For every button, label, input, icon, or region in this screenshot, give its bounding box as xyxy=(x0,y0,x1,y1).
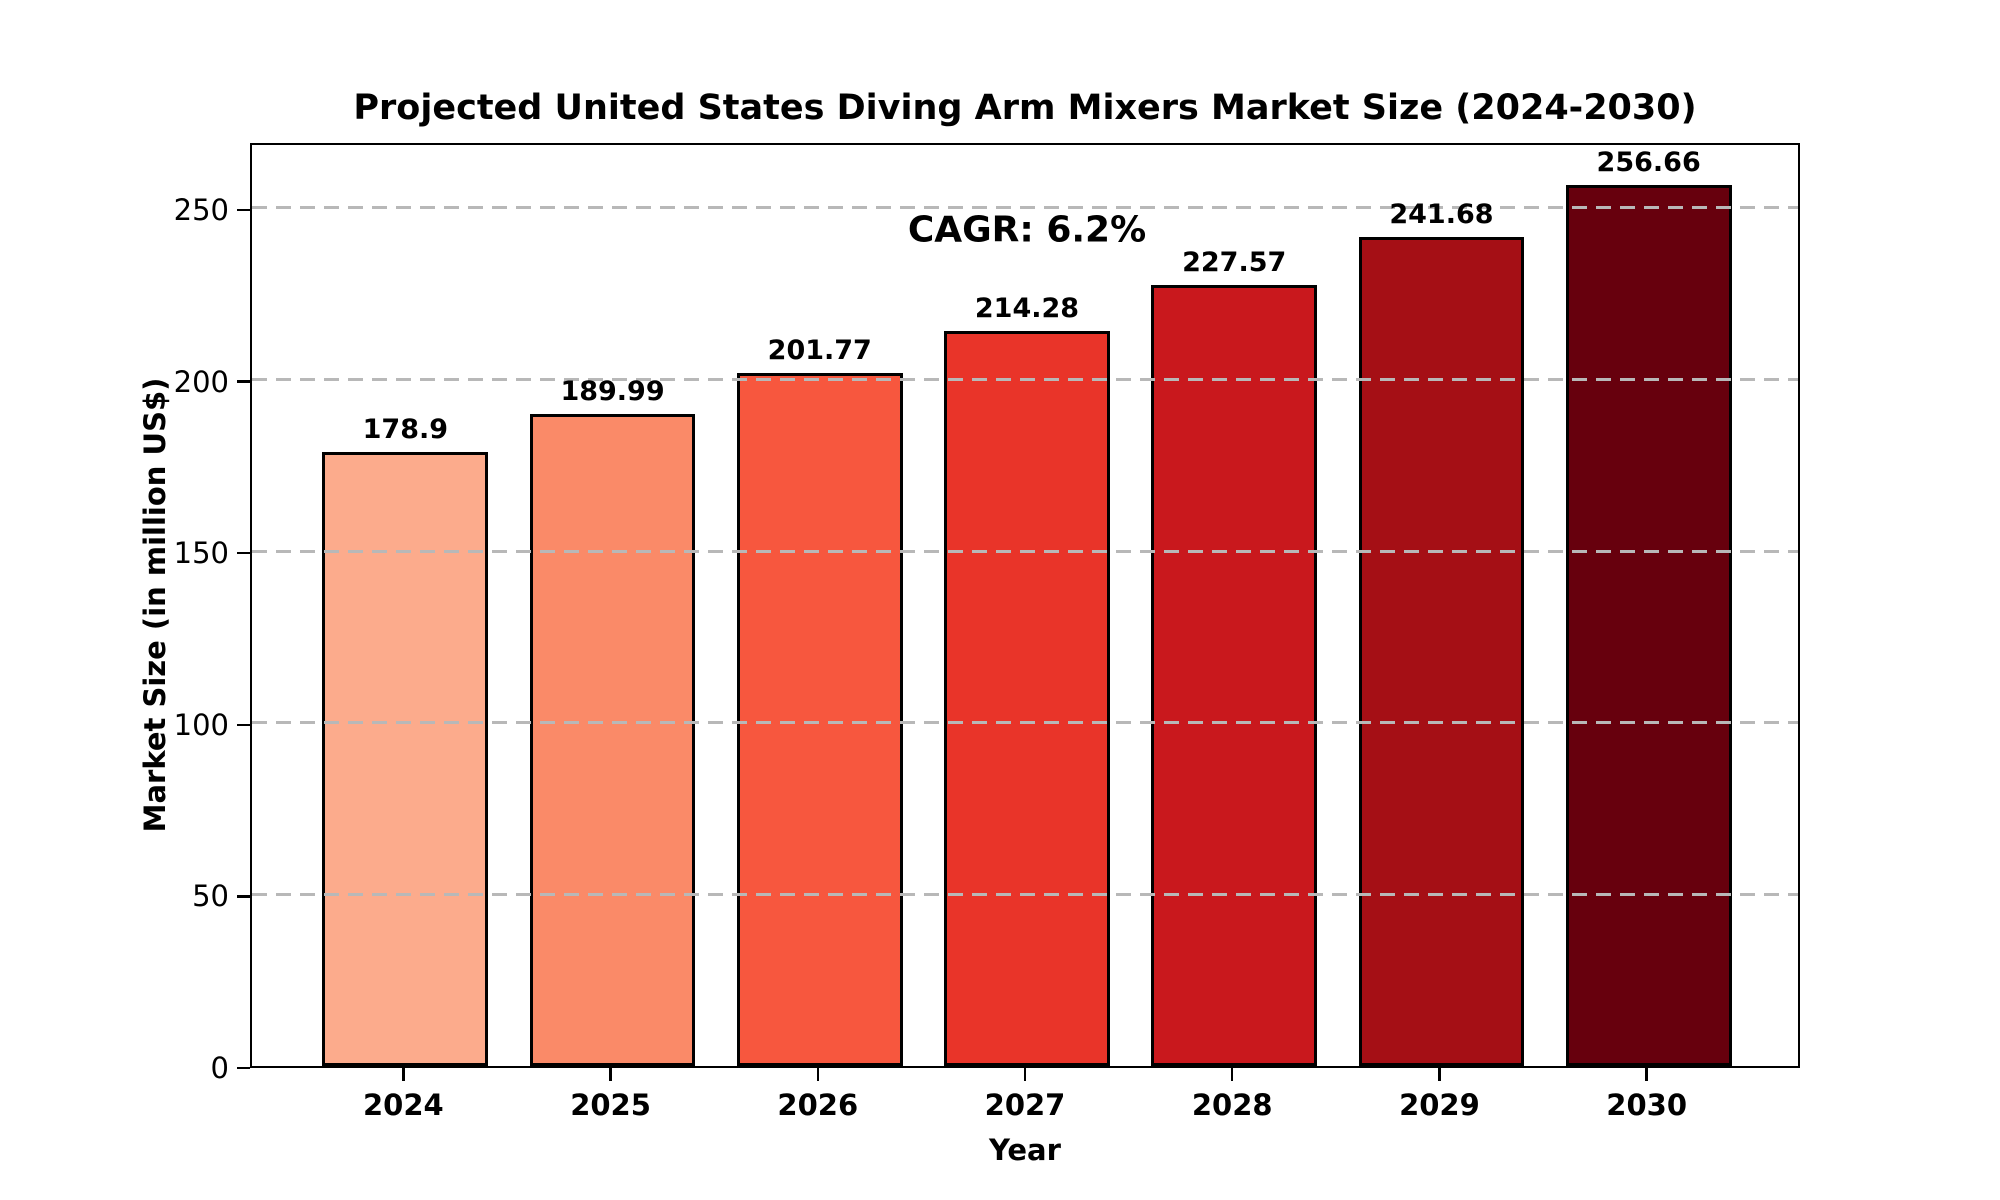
x-tick-label-2025: 2025 xyxy=(570,1088,651,1122)
y-tick-label-100: 100 xyxy=(173,707,229,742)
bar-value-label-2025: 189.99 xyxy=(560,375,665,407)
y-tick-mark-100 xyxy=(237,723,250,727)
x-tick-label-2027: 2027 xyxy=(984,1088,1066,1122)
bar-2028 xyxy=(1151,284,1318,1066)
gridline-50 xyxy=(252,892,1798,896)
x-tick-mark-2028 xyxy=(1230,1068,1234,1081)
y-tick-mark-200 xyxy=(237,380,250,383)
y-tick-mark-150 xyxy=(237,551,250,555)
bar-value-label-2028: 227.57 xyxy=(1182,246,1287,278)
x-tick-mark-2027 xyxy=(1023,1068,1027,1081)
x-tick-mark-2024 xyxy=(402,1068,405,1081)
bar-2029 xyxy=(1358,236,1525,1066)
y-axis-title: Market Size (in million US$) xyxy=(138,377,172,833)
bar-value-label-2027: 214.28 xyxy=(974,292,1080,324)
y-tick-mark-50 xyxy=(237,895,250,898)
x-tick-label-2030: 2030 xyxy=(1606,1088,1688,1122)
x-axis-title: Year xyxy=(989,1133,1061,1167)
chart-title: Projected United States Diving Arm Mixer… xyxy=(353,88,1697,128)
cagr-annotation: CAGR: 6.2% xyxy=(907,209,1147,251)
gridline-150 xyxy=(252,549,1798,553)
gridline-250 xyxy=(252,206,1798,210)
x-tick-mark-2029 xyxy=(1438,1068,1441,1081)
bar-2030 xyxy=(1565,185,1732,1066)
bar-value-label-2029: 241.68 xyxy=(1389,198,1494,230)
gridline-100 xyxy=(252,721,1798,725)
x-tick-mark-2030 xyxy=(1645,1068,1648,1081)
plot-area: 178.9 189.99 201.77 214.28 227.57 241.68 256.6… xyxy=(250,143,1800,1068)
x-tick-mark-2025 xyxy=(609,1068,612,1081)
bar-value-label-2030: 256.66 xyxy=(1596,147,1701,179)
y-tick-mark-250 xyxy=(237,208,250,212)
bar-2026 xyxy=(736,373,903,1066)
x-tick-label-2029: 2029 xyxy=(1399,1088,1480,1122)
y-tick-label-200: 200 xyxy=(173,364,229,399)
y-tick-label-50: 50 xyxy=(192,879,229,914)
bar-2024 xyxy=(322,451,489,1066)
bar-2025 xyxy=(529,413,696,1066)
y-tick-label-150: 150 xyxy=(173,536,229,571)
x-tick-label-2024: 2024 xyxy=(362,1088,444,1122)
y-tick-label-0: 0 xyxy=(210,1051,229,1085)
y-tick-mark-0 xyxy=(237,1066,250,1070)
x-tick-label-2026: 2026 xyxy=(777,1088,859,1122)
bar-2027 xyxy=(944,330,1110,1066)
x-tick-mark-2026 xyxy=(816,1068,820,1081)
bar-value-label-2024: 178.9 xyxy=(362,413,449,445)
gridline-200 xyxy=(252,378,1798,382)
bar-value-label-2026: 201.77 xyxy=(767,335,872,367)
y-tick-label-250: 250 xyxy=(173,192,229,227)
x-tick-label-2028: 2028 xyxy=(1191,1088,1273,1122)
